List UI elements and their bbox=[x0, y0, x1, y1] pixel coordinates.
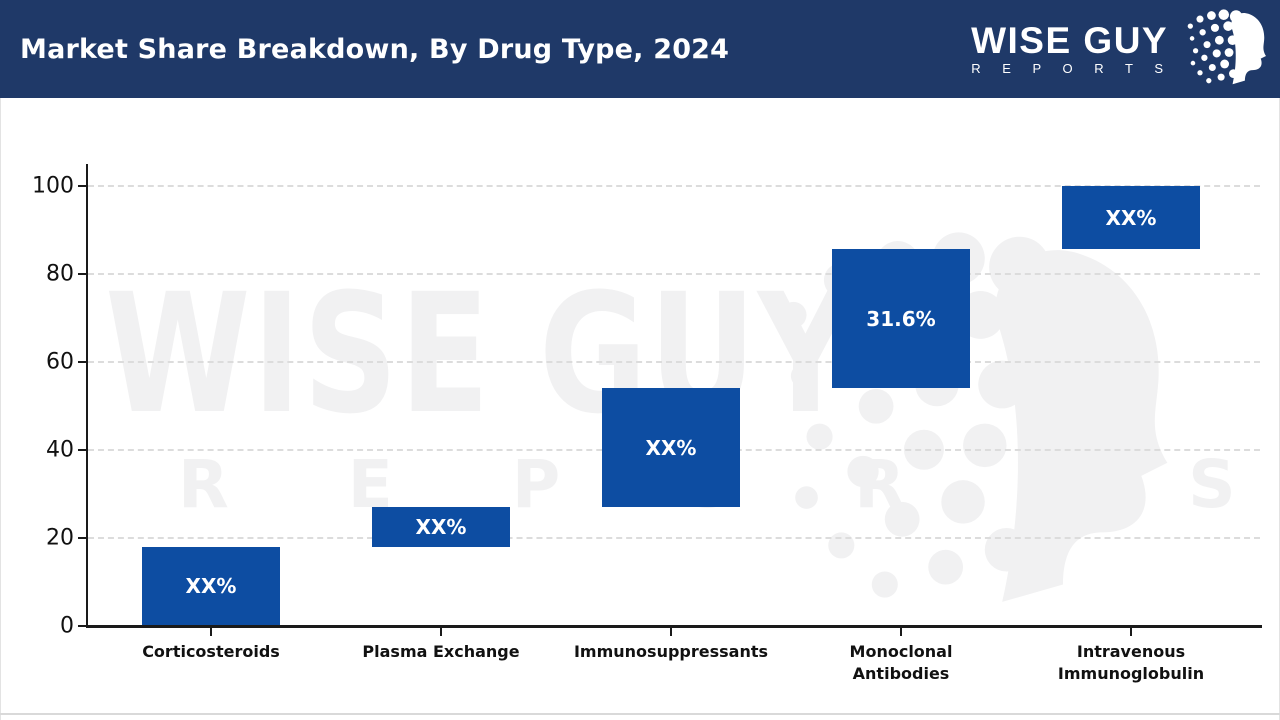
bar-value-label: XX% bbox=[1105, 205, 1157, 230]
y-tick-mark bbox=[78, 361, 87, 363]
y-tick-label: 100 bbox=[32, 173, 74, 199]
y-tick-label: 40 bbox=[46, 437, 74, 463]
x-tick-mark bbox=[670, 628, 672, 636]
x-tick-mark bbox=[440, 628, 442, 636]
y-axis-line bbox=[86, 164, 88, 627]
bar-value-label: XX% bbox=[415, 514, 467, 539]
y-tick-mark bbox=[78, 449, 87, 451]
y-tick-mark bbox=[78, 273, 87, 275]
y-tick-mark bbox=[78, 185, 87, 187]
chart-title: Market Share Breakdown, By Drug Type, 20… bbox=[20, 33, 730, 65]
x-axis-label-monoclonal-antibodies: Monoclonal Antibodies bbox=[849, 642, 953, 683]
x-tick-mark bbox=[1130, 628, 1132, 636]
x-tick-mark bbox=[210, 628, 212, 636]
x-axis-label-immunosuppressants: Immunosuppressants bbox=[573, 642, 769, 661]
bottom-divider bbox=[0, 713, 1280, 715]
logo-wordmark: WISE GUY bbox=[971, 20, 1169, 61]
y-tick-mark bbox=[78, 537, 87, 539]
y-tick-label: 20 bbox=[46, 525, 74, 551]
gridline-60 bbox=[88, 361, 1260, 363]
gridline-20 bbox=[88, 537, 1260, 539]
bar-immunosuppressants: XX% bbox=[602, 388, 740, 508]
bar-plasma-exchange: XX% bbox=[372, 507, 510, 547]
x-axis-label-intravenous-immunoglobulin: Intravenous Immunoglobulin bbox=[1057, 642, 1205, 683]
y-tick-label: 60 bbox=[46, 349, 74, 375]
bar-value-label: XX% bbox=[645, 435, 697, 460]
x-axis-label-plasma-exchange: Plasma Exchange bbox=[362, 642, 520, 661]
bar-value-label: 31.6% bbox=[866, 306, 936, 331]
logo-head-icon bbox=[1187, 9, 1266, 85]
bar-corticosteroids: XX% bbox=[142, 546, 280, 626]
logo-subtext: R E P O R T S bbox=[971, 61, 1172, 76]
bar-intravenous-immunoglobulin: XX% bbox=[1062, 186, 1200, 250]
y-tick-label: 0 bbox=[60, 613, 74, 639]
gridline-80 bbox=[88, 273, 1260, 275]
x-tick-mark bbox=[900, 628, 902, 636]
bar-monoclonal-antibodies: 31.6% bbox=[832, 249, 970, 389]
y-tick-mark bbox=[78, 625, 87, 627]
x-axis-line bbox=[86, 625, 1262, 628]
header-bar: Market Share Breakdown, By Drug Type, 20… bbox=[0, 0, 1280, 98]
y-tick-label: 80 bbox=[46, 261, 74, 287]
gridline-100 bbox=[88, 185, 1260, 187]
x-axis-label-corticosteroids: Corticosteroids bbox=[142, 642, 280, 661]
wiseguy-logo: WISE GUY R E P O R T S bbox=[967, 7, 1266, 91]
logo-text: WISE GUY R E P O R T S bbox=[967, 20, 1172, 77]
bar-value-label: XX% bbox=[185, 574, 237, 599]
